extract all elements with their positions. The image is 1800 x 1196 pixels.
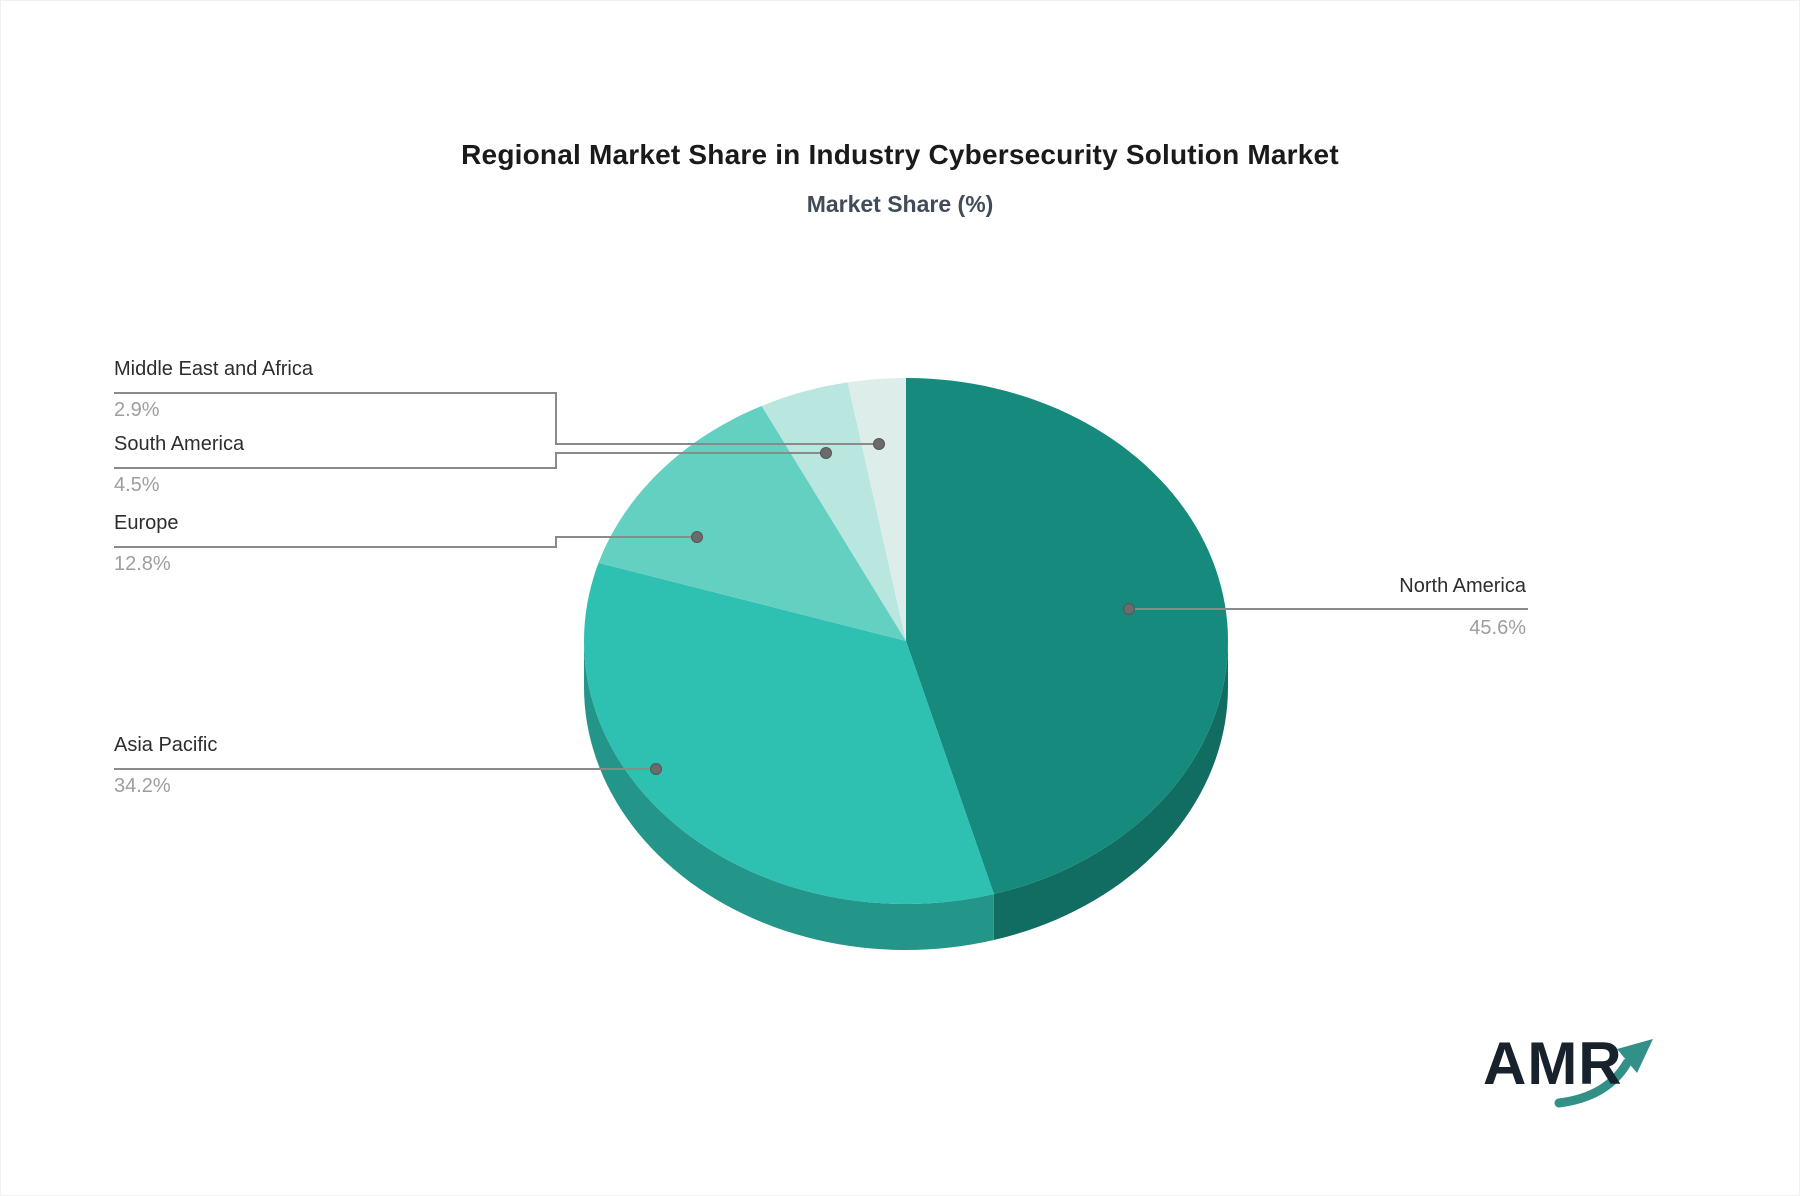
slice-value-europe: 12.8%	[114, 553, 171, 575]
pie-slice-europe	[598, 405, 906, 641]
callout-middle-east-and-africa: Middle East and Africa	[114, 358, 313, 381]
slice-value-north-america: 45.6%	[1469, 617, 1526, 639]
callout-north-america: North America	[1399, 575, 1526, 598]
leader-line-south-america	[114, 452, 826, 469]
leader-dot-middle-east-and-africa	[873, 438, 885, 450]
slice-label-middle-east-and-africa: Middle East and Africa	[114, 358, 313, 380]
slice-value-asia-pacific: 34.2%	[114, 775, 171, 797]
leader-dot-asia-pacific	[650, 763, 662, 775]
callout-value-south-america: 4.5%	[114, 474, 160, 497]
slice-label-europe: Europe	[114, 512, 179, 534]
chart-subtitle: Market Share (%)	[806, 191, 994, 217]
callout-value-europe: 12.8%	[114, 553, 171, 576]
callout-south-america: South America	[114, 433, 244, 456]
pie-slice-asia-pacific	[584, 562, 994, 904]
leader-line-middle-east-and-africa	[114, 392, 879, 445]
callout-value-north-america: 45.6%	[1469, 617, 1526, 640]
leader-dot-europe	[691, 531, 703, 543]
amr-logo-arrow-icon	[1554, 1039, 1653, 1108]
slice-label-south-america: South America	[114, 433, 245, 455]
callout-value-middle-east-and-africa: 2.9%	[114, 399, 160, 422]
leader-dot-south-america	[820, 447, 832, 459]
amr-logo: AMR	[1483, 1029, 1683, 1119]
slice-value-middle-east-and-africa: 2.9%	[114, 399, 160, 421]
callout-value-asia-pacific: 34.2%	[114, 775, 171, 798]
callout-asia-pacific: Asia Pacific	[114, 734, 217, 757]
slice-label-asia-pacific: Asia Pacific	[114, 734, 218, 756]
pie-wall-asia-pacific	[584, 641, 994, 950]
pie-wall-north-america	[993, 641, 1228, 941]
pie-layer	[584, 378, 1228, 950]
pie-slice-south-america	[761, 382, 906, 641]
chart-title: Regional Market Share in Industry Cybers…	[461, 139, 1339, 170]
leader-line-europe	[114, 536, 697, 548]
leader-dot-north-america	[1123, 603, 1135, 615]
slice-value-south-america: 4.5%	[114, 474, 160, 496]
pie-slice-north-america	[906, 378, 1228, 895]
slice-label-north-america: North America	[1399, 575, 1526, 597]
callout-europe: Europe	[114, 512, 179, 535]
amr-logo-text: AMR	[1483, 1030, 1623, 1097]
